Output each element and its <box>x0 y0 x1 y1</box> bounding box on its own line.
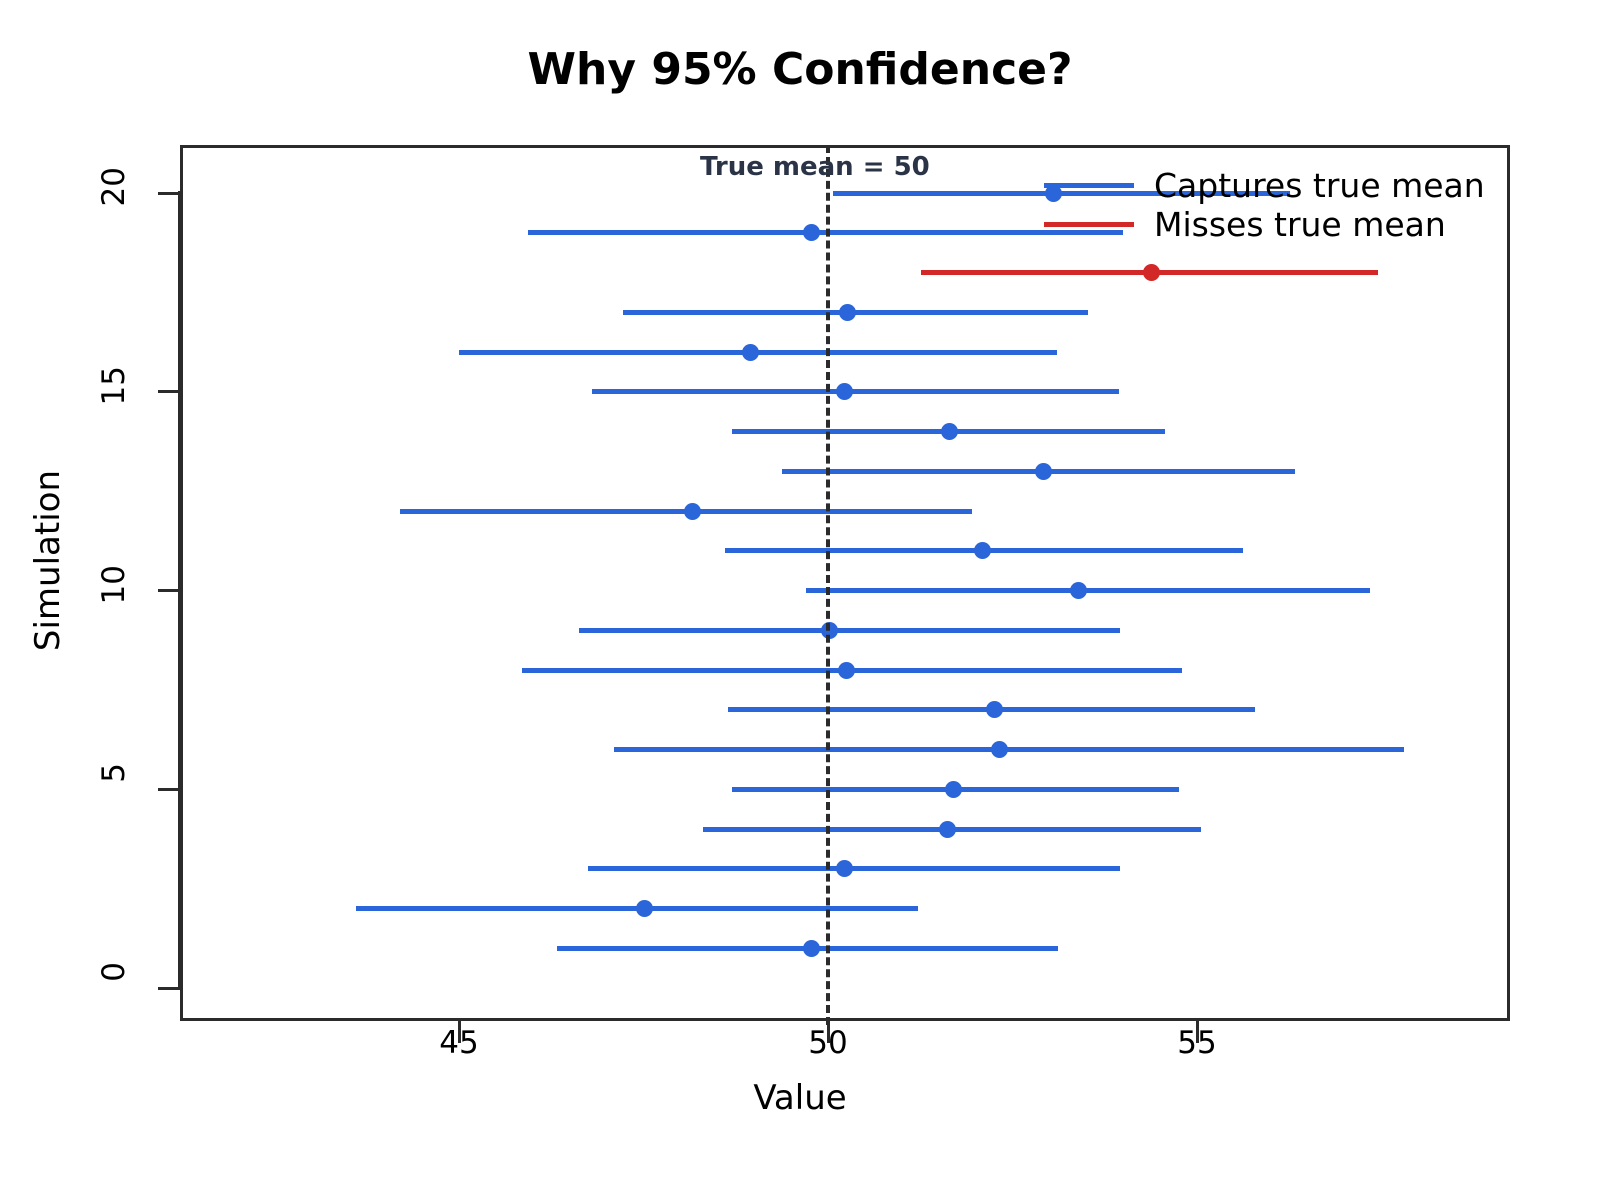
x-axis-tick-label: 55 <box>1177 1025 1217 1061</box>
confidence-interval-mean-point <box>1034 462 1052 480</box>
confidence-interval-line <box>527 230 1124 236</box>
y-axis-tick <box>158 390 180 394</box>
page-title: Why 95% Confidence? <box>527 44 1073 95</box>
confidence-interval-mean-point <box>939 820 957 838</box>
confidence-interval-mean-point <box>835 383 853 401</box>
confidence-interval-mean-point <box>940 423 958 440</box>
y-axis-tick-label: 20 <box>96 167 132 207</box>
confidence-interval-mean-point <box>1044 184 1062 202</box>
confidence-interval-mean-point <box>974 542 992 560</box>
confidence-interval-line <box>805 588 1371 593</box>
true-mean-label: True mean = 50 <box>700 152 930 182</box>
legend-label-misses: Misses true mean <box>1154 205 1446 244</box>
confidence-interval-mean-point <box>837 661 855 679</box>
x-axis-tick-label: 50 <box>808 1025 848 1061</box>
confidence-interval-mean-point <box>1142 264 1160 281</box>
confidence-interval-mean-point <box>636 900 654 917</box>
confidence-interval-mean-point <box>1070 582 1088 599</box>
y-axis-tick-label: 5 <box>96 763 132 783</box>
x-axis-tick <box>826 1021 830 1043</box>
confidence-interval-mean-point <box>803 939 821 957</box>
x-axis-label: Value <box>753 1078 847 1118</box>
confidence-interval-mean-point <box>985 701 1003 719</box>
y-axis-tick <box>158 986 180 990</box>
legend-label-captures: Captures true mean <box>1154 166 1485 205</box>
y-axis-tick-label: 10 <box>96 564 132 604</box>
confidence-interval-line <box>613 747 1404 752</box>
confidence-interval-mean-point <box>835 860 853 878</box>
x-axis-tick <box>457 1021 461 1043</box>
confidence-interval-line <box>578 627 1120 633</box>
y-axis-tick <box>158 589 180 592</box>
plot-area <box>180 145 1510 1021</box>
y-axis-label: Simulation <box>28 470 68 652</box>
legend-swatch-captures <box>1044 183 1134 188</box>
y-axis-tick-label: 0 <box>96 962 132 982</box>
legend-swatch-misses <box>1044 222 1134 227</box>
y-axis-tick-label: 15 <box>96 365 132 406</box>
y-axis-tick <box>158 787 180 791</box>
confidence-interval-mean-point <box>838 303 856 321</box>
confidence-interval-mean-point <box>944 780 962 798</box>
confidence-interval-mean-point <box>991 741 1009 758</box>
confidence-interval-mean-point <box>684 502 702 520</box>
confidence-interval-line <box>588 866 1120 872</box>
x-axis-tick-label: 45 <box>439 1025 479 1061</box>
confidence-interval-mean-point <box>803 224 821 242</box>
confidence-interval-line <box>591 389 1120 395</box>
true-mean-reference-line <box>826 145 830 1025</box>
confidence-interval-mean-point <box>742 343 759 361</box>
x-axis-tick <box>1195 1021 1199 1043</box>
y-axis-tick <box>158 191 180 195</box>
